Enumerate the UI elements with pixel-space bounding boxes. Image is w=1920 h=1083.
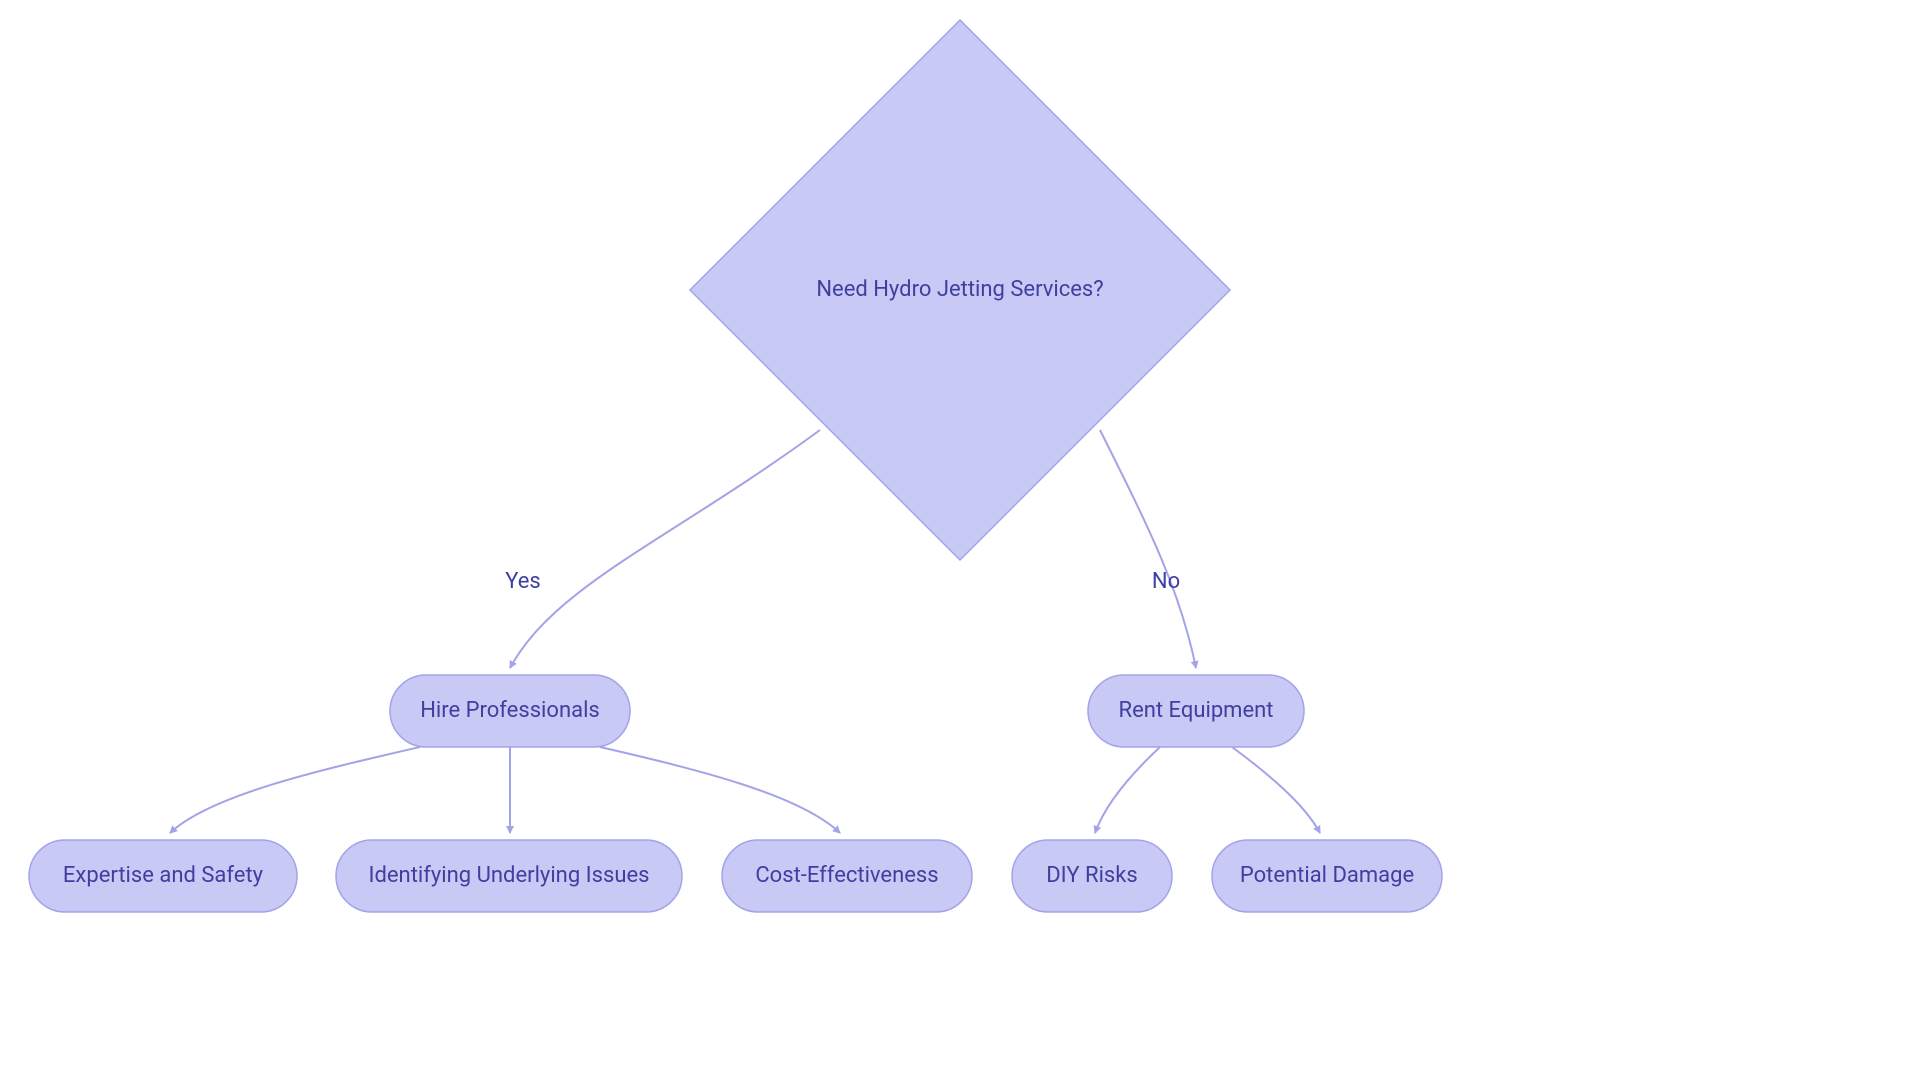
edge-rent-diy: [1095, 747, 1160, 833]
edge-yes: [510, 430, 820, 668]
flowchart-canvas: Yes No Need Hydro Jetting Services? Hire…: [0, 0, 1920, 1083]
node-diy: DIY Risks: [1012, 840, 1172, 912]
node-damage-label: Potential Damage: [1240, 863, 1414, 888]
node-expertise: Expertise and Safety: [29, 840, 297, 912]
node-identify-label: Identifying Underlying Issues: [369, 863, 650, 888]
node-cost: Cost-Effectiveness: [722, 840, 972, 912]
node-cost-label: Cost-Effectiveness: [755, 863, 938, 888]
edge-rent-damage: [1232, 747, 1320, 833]
node-decision-label: Need Hydro Jetting Services?: [816, 277, 1103, 302]
edge-yes-label: Yes: [505, 569, 541, 594]
node-hire-label: Hire Professionals: [420, 698, 600, 723]
node-expertise-label: Expertise and Safety: [63, 863, 264, 888]
edge-no: [1100, 430, 1196, 668]
node-identify: Identifying Underlying Issues: [336, 840, 682, 912]
node-decision: Need Hydro Jetting Services?: [690, 20, 1230, 560]
edge-hire-expertise: [170, 747, 420, 833]
node-damage: Potential Damage: [1212, 840, 1442, 912]
node-hire: Hire Professionals: [390, 675, 630, 747]
edge-hire-cost: [600, 747, 840, 833]
edge-no-label: No: [1152, 569, 1180, 594]
node-diy-label: DIY Risks: [1046, 863, 1138, 888]
node-rent-label: Rent Equipment: [1119, 698, 1274, 723]
node-rent: Rent Equipment: [1088, 675, 1304, 747]
